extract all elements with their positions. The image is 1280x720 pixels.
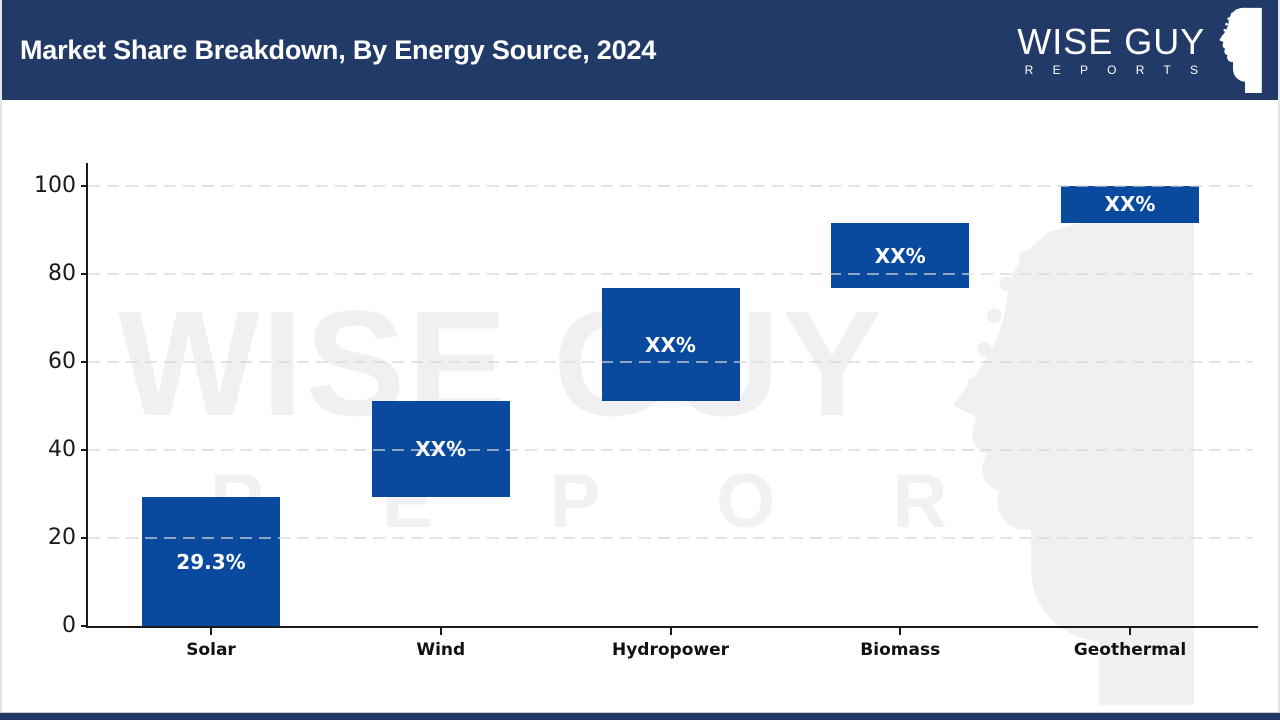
x-axis-label-wind: Wind — [416, 640, 466, 660]
y-axis-tick — [81, 449, 88, 451]
x-axis-tick — [1129, 628, 1131, 635]
gridline — [88, 449, 1253, 451]
y-axis-line — [86, 163, 88, 628]
y-axis-tick — [81, 537, 88, 539]
logo-wordmark: WISE GUY — [1017, 20, 1206, 62]
watermark: WISE GUY R E P O R T S — [118, 288, 1280, 616]
y-axis-tick-label: 20 — [48, 525, 76, 550]
y-axis-tick — [81, 273, 88, 275]
logo-face-icon — [1219, 7, 1262, 93]
x-axis-label-geothermal: Geothermal — [1073, 640, 1187, 660]
bar-value-label: XX% — [645, 332, 696, 357]
x-axis-tick — [669, 628, 672, 635]
y-axis-tick-label: 40 — [48, 437, 76, 462]
footer-bar — [0, 712, 1280, 720]
bar-geothermal: XX% — [1061, 186, 1199, 223]
gridline — [88, 185, 1253, 187]
bar-value-label: 29.3% — [176, 549, 246, 574]
header-banner: Market Share Breakdown, By Energy Source… — [0, 0, 1280, 100]
wise-guy-logo: WISE GUY R E P O R T S — [1017, 7, 1262, 93]
watermark-subtext: R E P O R T S — [210, 459, 1111, 616]
x-axis-label-hydropower: Hydropower — [611, 640, 729, 660]
x-axis-tick — [210, 628, 212, 635]
x-axis-label-biomass: Biomass — [860, 640, 941, 660]
y-axis-tick — [81, 625, 88, 627]
x-axis-tick — [899, 628, 902, 635]
watermark-face-icon — [953, 222, 1194, 705]
y-axis-tick — [81, 361, 88, 363]
logo-wordmark-block: WISE GUY R E P O R T S — [1017, 20, 1206, 77]
y-axis-tick-label: 0 — [62, 613, 76, 638]
page-title: Market Share Breakdown, By Energy Source… — [20, 34, 657, 65]
y-axis-tick-label: 80 — [48, 261, 76, 286]
y-axis-tick-label: 100 — [34, 173, 76, 198]
logo-subtext: R E P O R T S — [1024, 62, 1206, 77]
y-axis-tick — [81, 185, 88, 187]
bar-biomass: XX% — [831, 222, 970, 289]
x-axis-tick — [439, 628, 442, 635]
left-border — [0, 0, 2, 720]
x-axis-line — [86, 626, 1258, 628]
gridline — [88, 273, 1253, 275]
chart-area: WISE GUY R E P O R T S 29.3% Solar XX% Wind… — [0, 100, 1280, 712]
bar-solar: 29.3% — [142, 497, 280, 626]
bar-hydropower: XX% — [601, 288, 740, 402]
bar-value-label: XX% — [874, 243, 926, 268]
gridline — [88, 361, 1253, 363]
gridline — [88, 537, 1253, 539]
x-axis-label-solar: Solar — [186, 640, 236, 660]
right-border — [1278, 0, 1280, 720]
y-axis-tick-label: 60 — [48, 349, 76, 374]
bar-value-label: XX% — [1104, 192, 1156, 217]
